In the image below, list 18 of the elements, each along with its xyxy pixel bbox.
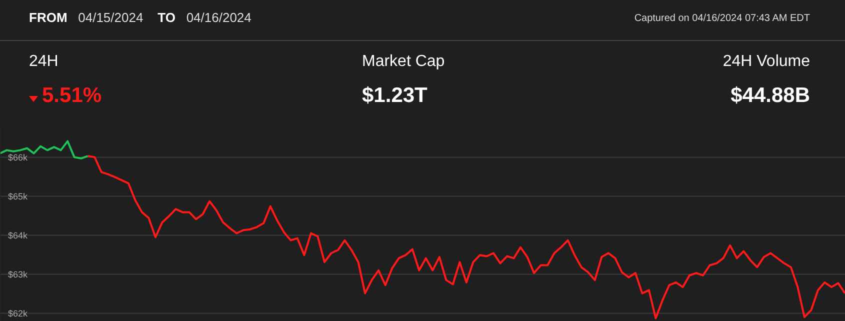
text: 24H [29, 53, 58, 71]
text: Market Cap [362, 53, 445, 71]
y-tick-label: $65k [8, 191, 28, 202]
y-tick-label: $63k [8, 269, 28, 280]
y-tick-label: $64k [8, 230, 28, 240]
text: 04/15/2024 [78, 10, 144, 25]
line-series [0, 140, 89, 160]
text: FROM [29, 10, 68, 25]
text: TO [158, 10, 176, 25]
text: $1.23T [362, 84, 428, 108]
text: 04/16/2024 [186, 10, 252, 25]
text: $44.88B [730, 84, 810, 108]
text: 5.51% [42, 84, 102, 108]
y-tick-label: $62k [8, 308, 28, 318]
text: 24H Volume [722, 53, 810, 71]
line-series [86, 155, 845, 320]
y-tick-label: $66k [8, 152, 28, 162]
text: Captured on 04/16/2024 07:43 AM EDT [634, 13, 810, 24]
